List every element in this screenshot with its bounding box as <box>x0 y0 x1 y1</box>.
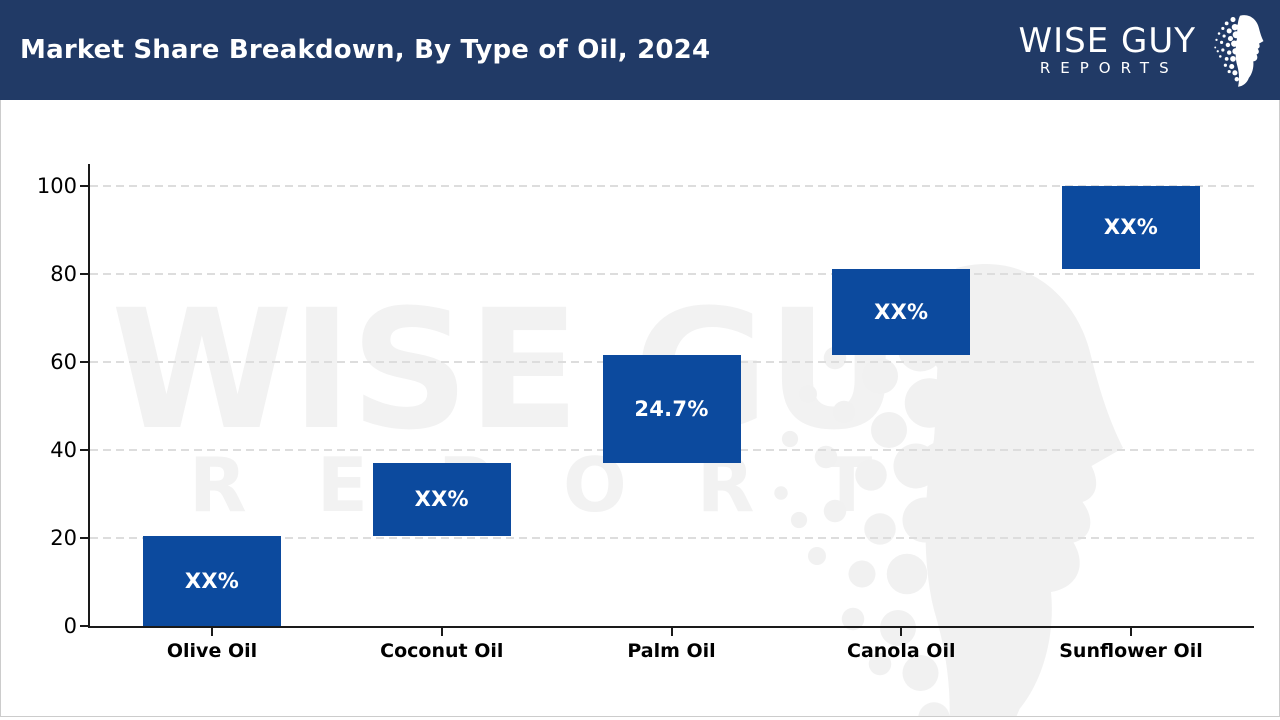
x-category-label-olive-oil: Olive Oil <box>166 640 258 662</box>
wiseguy-logo-line2: REPORTS <box>1039 59 1179 77</box>
gridline-100 <box>90 185 1254 187</box>
x-tick-canola-oil <box>900 628 903 636</box>
wiseguy-face-icon <box>1200 11 1266 89</box>
gridline-20 <box>90 537 1254 539</box>
page-title: Market Share Breakdown, By Type of Oil, … <box>20 35 711 65</box>
y-tick-20 <box>80 537 89 539</box>
header-banner: Market Share Breakdown, By Type of Oil, … <box>0 0 1280 100</box>
bar-canola-oil: XX% <box>832 268 971 355</box>
y-tick-label-0: 0 <box>63 614 77 638</box>
wiseguy-logo-text: WISE GUY REPORTS <box>1018 23 1196 77</box>
chart-area: WISE GUY REPORTS 0 20 40 60 80 100 XX% Olive Oi… <box>0 100 1280 717</box>
y-tick-label-80: 80 <box>50 262 77 286</box>
y-tick-80 <box>80 273 89 275</box>
x-tick-coconut-oil <box>440 628 443 636</box>
x-category-label-palm-oil: Palm Oil <box>627 640 716 662</box>
wiseguy-logo-line1: WISE GUY <box>1018 21 1196 61</box>
bar-value-label-olive-oil: XX% <box>184 568 240 593</box>
y-tick-0 <box>80 625 89 627</box>
x-category-label-coconut-oil: Coconut Oil <box>380 640 504 662</box>
bar-palm-oil: 24.7% <box>602 354 741 464</box>
gridline-80 <box>90 273 1254 275</box>
y-tick-label-100: 100 <box>36 174 77 198</box>
bar-olive-oil: XX% <box>143 535 281 626</box>
x-category-label-canola-oil: Canola Oil <box>847 640 956 662</box>
wiseguy-logo: WISE GUY REPORTS <box>1018 8 1266 92</box>
y-tick-label-40: 40 <box>50 438 77 462</box>
x-tick-olive-oil <box>211 628 213 636</box>
x-category-label-sunflower-oil: Sunflower Oil <box>1059 640 1203 662</box>
x-tick-sunflower-oil <box>1130 628 1132 636</box>
bar-sunflower-oil: XX% <box>1062 186 1200 269</box>
bar-value-label-palm-oil: 24.7% <box>634 396 709 421</box>
y-tick-100 <box>80 185 89 187</box>
bar-value-label-canola-oil: XX% <box>874 299 929 324</box>
y-tick-40 <box>80 449 89 451</box>
bar-value-label-coconut-oil: XX% <box>414 487 469 512</box>
y-tick-label-60: 60 <box>50 350 77 374</box>
y-tick-60 <box>80 361 89 363</box>
y-tick-label-20: 20 <box>50 526 77 550</box>
bar-coconut-oil: XX% <box>372 463 511 536</box>
bar-value-label-sunflower-oil: XX% <box>1103 215 1159 240</box>
y-axis-line <box>88 164 90 628</box>
x-tick-palm-oil <box>670 628 673 636</box>
x-axis-line <box>88 626 1254 628</box>
